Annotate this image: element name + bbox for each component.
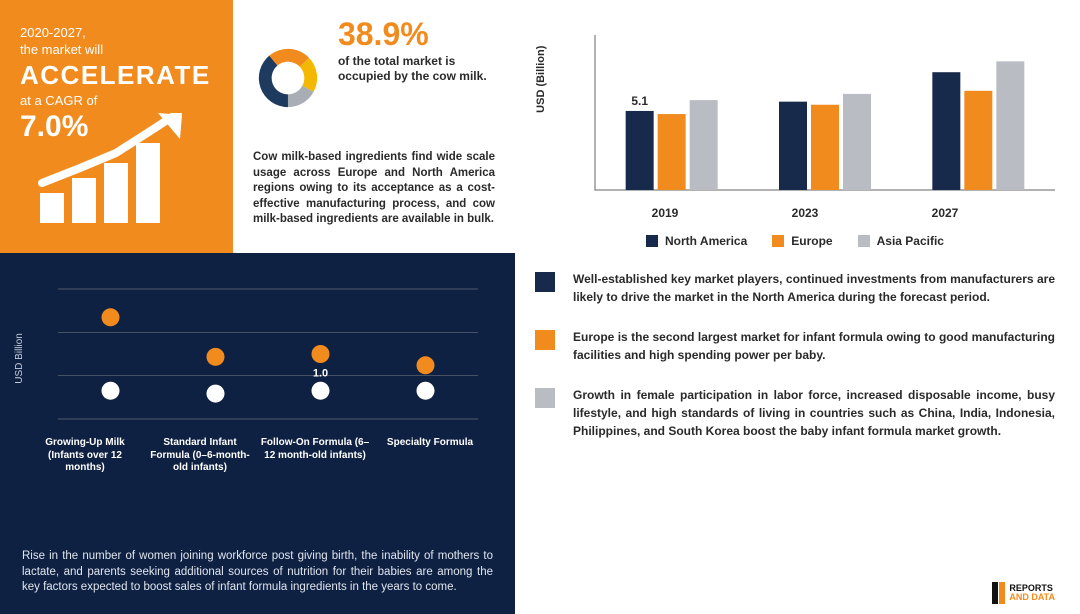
svg-text:5.1: 5.1 [631,94,648,108]
legend-item: Europe [772,234,832,248]
accelerate-text: ACCELERATE [20,60,213,91]
dot-chart-category: Specialty Formula [374,437,486,475]
cagr-panel: 2020-2027, the market will ACCELERATE at… [0,0,233,253]
svg-text:1.0: 1.0 [312,368,327,380]
dot-chart-category: Follow-On Formula (6–12 month-old infant… [259,437,371,475]
dot-chart-description: Rise in the number of women joining work… [22,549,493,596]
dot-chart-category: Standard Infant Formula (0–6-month-old i… [144,437,256,475]
legend-item: North America [646,234,747,248]
insight-text: Europe is the second largest market for … [573,328,1055,364]
legend-label: Europe [791,234,832,248]
brand-logo: REPORTS AND DATA [992,582,1055,604]
legend-swatch [772,235,784,247]
bar-chart-legend: North America Europe Asia Pacific [535,234,1055,248]
dot-chart-ylabel: USD Billion [14,333,25,384]
right-column: USD (Billion) 5.1 2019 2023 2027 North Ame… [515,0,1080,614]
insight-item: Well-established key market players, con… [535,270,1055,306]
insight-swatch [535,388,555,408]
donut-top-row: 38.9% of the total market is occupied by… [253,18,495,138]
top-row: 2020-2027, the market will ACCELERATE at… [0,0,515,253]
logo-line2: AND DATA [1009,593,1055,602]
bar-chart-xlabel: 2023 [792,206,819,220]
insights-list: Well-established key market players, con… [535,270,1055,440]
donut-pct: 38.9% [338,18,495,50]
dot-chart: USD Billion 1.0 Growing-Up Milk (Infants… [28,279,488,539]
left-column: 2020-2027, the market will ACCELERATE at… [0,0,515,614]
donut-description: Cow milk-based ingredients find wide sca… [253,150,495,228]
bar-chart-xlabel: 2019 [652,206,679,220]
dot-chart-categories: Growing-Up Milk (Infants over 12 months)… [28,437,488,475]
insight-item: Growth in female participation in labor … [535,386,1055,440]
donut-chart [253,18,323,138]
infographic-page: 2020-2027, the market will ACCELERATE at… [0,0,1080,614]
bar-chart-ylabel: USD (Billion) [535,45,547,112]
bar-chart: USD (Billion) 5.1 2019 2023 2027 North Ame… [535,20,1055,245]
insight-text: Well-established key market players, con… [573,270,1055,306]
growth-arrow-icon [30,113,200,233]
insight-swatch [535,272,555,292]
legend-swatch [646,235,658,247]
insight-item: Europe is the second largest market for … [535,328,1055,364]
logo-text: REPORTS AND DATA [1009,584,1055,602]
market-will-text: the market will [20,42,213,57]
legend-label: North America [665,234,747,248]
dot-chart-category: Growing-Up Milk (Infants over 12 months) [29,437,141,475]
period-text: 2020-2027, [20,25,213,40]
donut-panel: 38.9% of the total market is occupied by… [233,0,515,253]
logo-mark-icon [992,582,1005,604]
insight-text: Growth in female participation in labor … [573,386,1055,440]
donut-stat: 38.9% of the total market is occupied by… [338,18,495,84]
legend-item: Asia Pacific [858,234,944,248]
bar-chart-xlabels: 2019 2023 2027 [595,206,1015,220]
cagr-prefix: at a CAGR of [20,93,213,108]
insight-swatch [535,330,555,350]
legend-swatch [858,235,870,247]
dot-chart-svg: 1.0 [28,279,488,429]
bar-chart-xlabel: 2027 [932,206,959,220]
dot-chart-panel: USD Billion 1.0 Growing-Up Milk (Infants… [0,253,515,614]
legend-label: Asia Pacific [877,234,944,248]
donut-subtext: of the total market is occupied by the c… [338,54,495,84]
bar-chart-svg: 5.1 [555,20,1075,200]
